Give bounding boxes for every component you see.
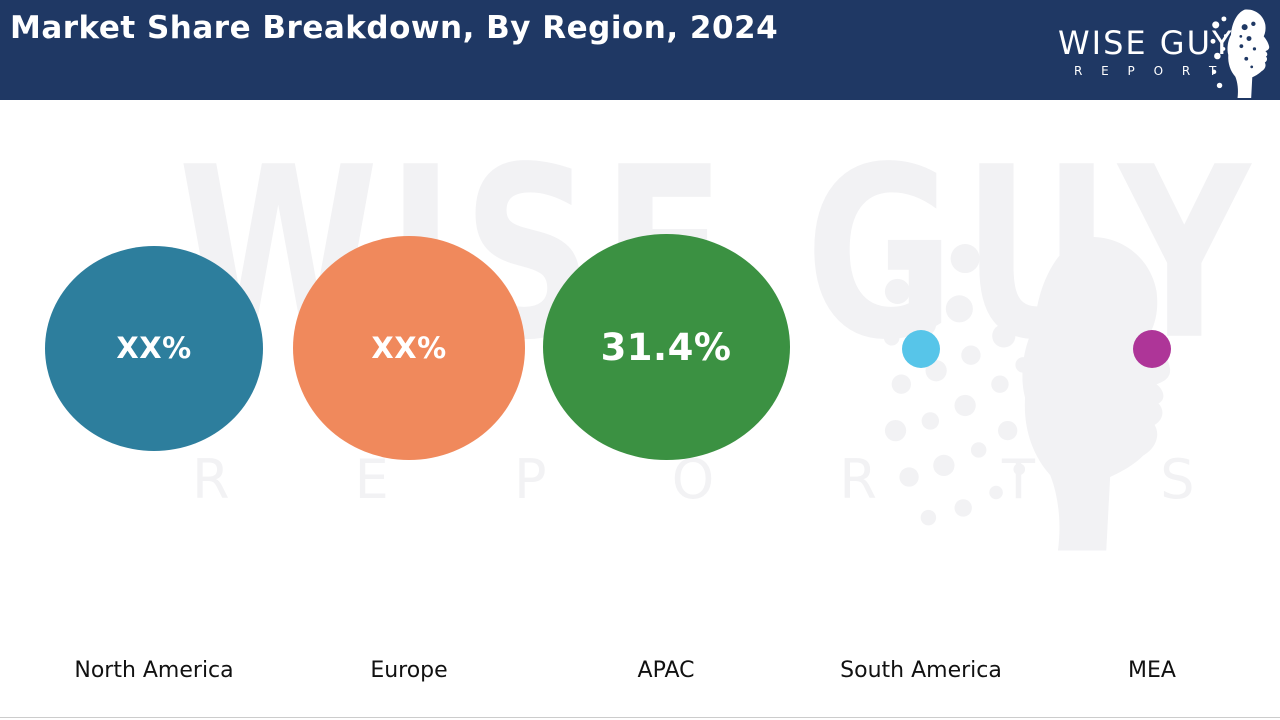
bubble-europe: XX% (293, 236, 525, 460)
bubble-value-north-america: XX% (116, 331, 192, 365)
wiseguy-logo: WISE GUY R E P O R T S (1022, 4, 1272, 98)
chart-title: Market Share Breakdown, By Region, 2024 (10, 10, 779, 46)
bubble-north-america: XX% (45, 245, 263, 451)
region-label-apac: APAC (637, 658, 695, 683)
region-label-mea: MEA (1128, 658, 1176, 683)
logo-subtext: R E P O R T S (1074, 64, 1251, 78)
bubble-value-apac: 31.4% (600, 325, 732, 369)
bubble-mea (1133, 330, 1171, 368)
bubble-south-america (902, 330, 940, 368)
bubble-apac: 31.4% (542, 234, 790, 460)
region-label-south-america: South America (840, 658, 1002, 683)
region-label-europe: Europe (370, 658, 448, 683)
axis-baseline (0, 717, 1280, 718)
logo-wordmark: WISE GUY (1058, 24, 1234, 62)
chart-area: WISE GUY R E P O R T S (0, 100, 1280, 720)
bubble-value-europe: XX% (371, 331, 447, 365)
logo-head-icon (1208, 8, 1272, 102)
header-bar: Market Share Breakdown, By Region, 2024 … (0, 0, 1280, 100)
watermark-head-icon (882, 218, 1172, 567)
watermark-subtext: R E P O R T S (192, 448, 1249, 511)
region-label-north-america: North America (74, 658, 234, 683)
